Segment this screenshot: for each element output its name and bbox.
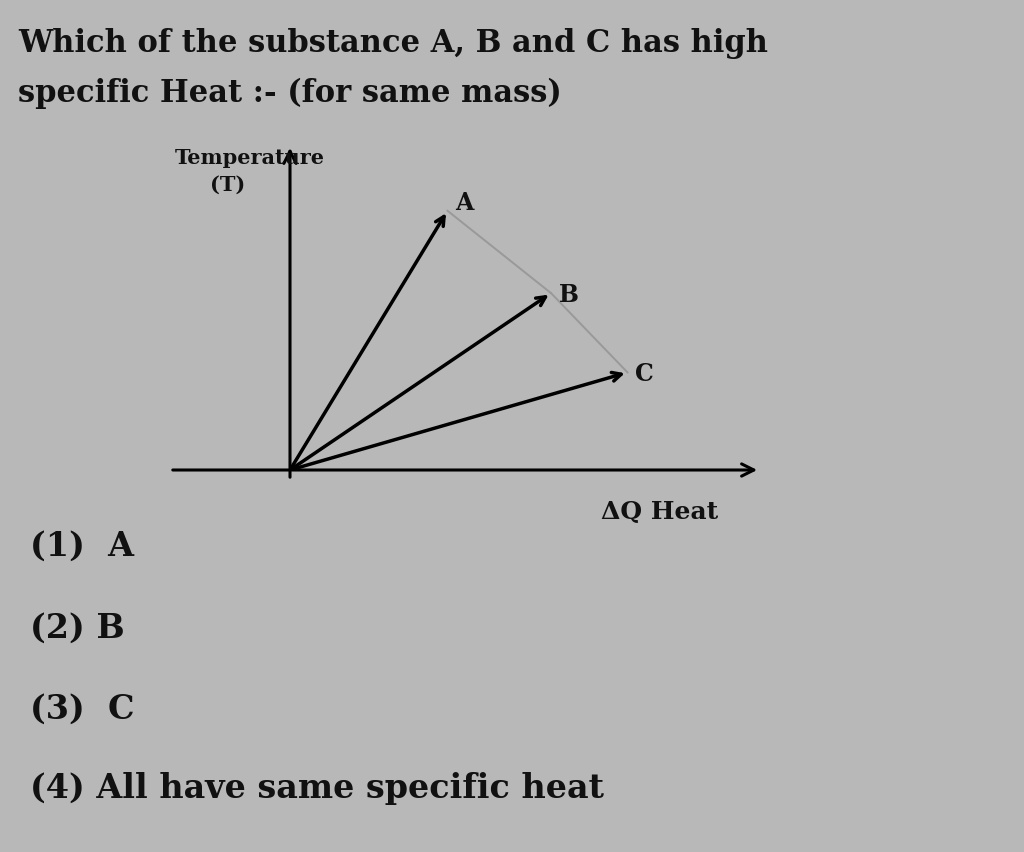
Text: (T): (T) [210, 175, 246, 195]
Text: (3)  C: (3) C [30, 693, 134, 726]
Text: C: C [636, 362, 654, 387]
Text: Which of the substance A, B and C has high: Which of the substance A, B and C has hi… [18, 28, 768, 59]
Text: (1)  A: (1) A [30, 530, 134, 563]
Text: (2) B: (2) B [30, 612, 125, 645]
Text: Temperature: Temperature [175, 148, 325, 168]
Text: A: A [456, 191, 474, 215]
Text: (4) All have same specific heat: (4) All have same specific heat [30, 772, 604, 805]
Text: B: B [559, 283, 579, 307]
Text: ΔQ Heat: ΔQ Heat [601, 500, 719, 524]
Text: specific Heat :- (for same mass): specific Heat :- (for same mass) [18, 78, 562, 109]
